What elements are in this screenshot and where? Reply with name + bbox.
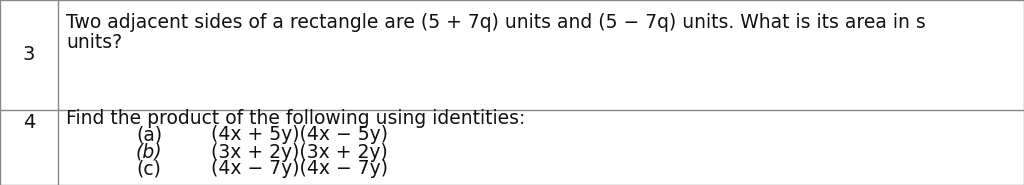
Text: (a): (a): [136, 125, 162, 144]
Text: units?: units?: [66, 33, 122, 51]
Text: (3x + 2y)(3x + 2y): (3x + 2y)(3x + 2y): [211, 142, 388, 162]
Text: (4x + 5y)(4x − 5y): (4x + 5y)(4x − 5y): [211, 125, 388, 144]
Text: Two adjacent sides of a rectangle are (5 + 7q) units and (5 − 7q) units. What is: Two adjacent sides of a rectangle are (5…: [66, 14, 926, 33]
Text: (c): (c): [136, 159, 161, 179]
Text: Find the product of the following using identities:: Find the product of the following using …: [66, 108, 525, 127]
Text: 3: 3: [23, 46, 35, 65]
Text: (4x − 7y)(4x − 7y): (4x − 7y)(4x − 7y): [211, 159, 388, 179]
Text: (b): (b): [136, 142, 163, 162]
Text: 4: 4: [23, 112, 35, 132]
